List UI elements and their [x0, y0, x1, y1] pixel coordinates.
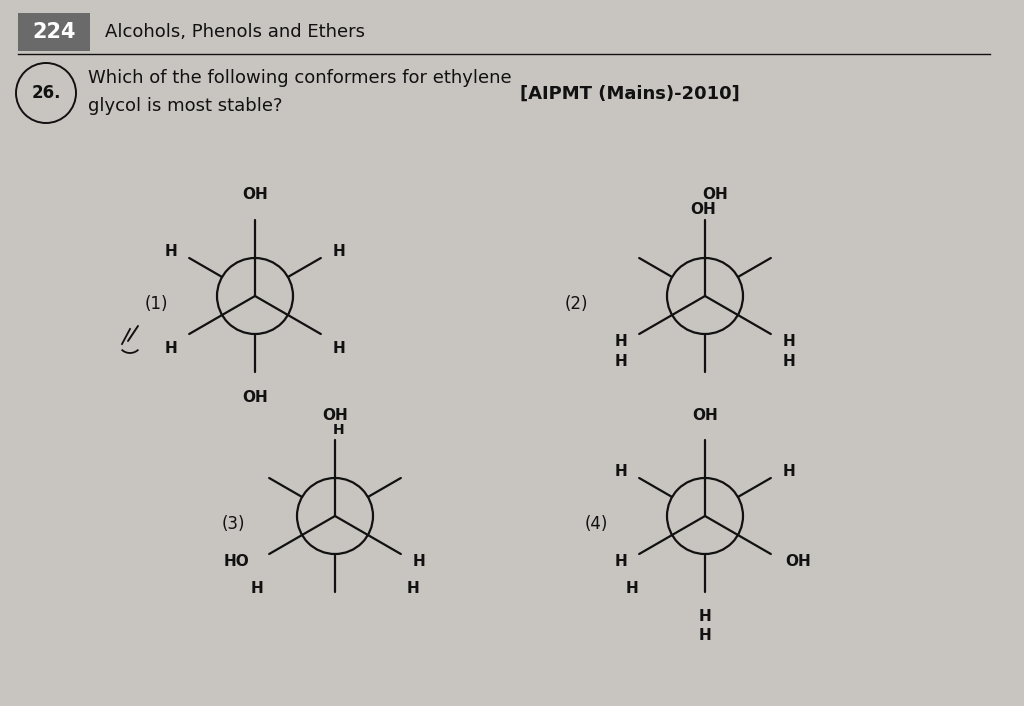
- Text: H: H: [698, 609, 712, 624]
- Text: H: H: [614, 333, 627, 349]
- Text: (2): (2): [565, 295, 589, 313]
- Text: (4): (4): [585, 515, 608, 533]
- Text: H: H: [333, 244, 346, 258]
- FancyBboxPatch shape: [18, 13, 90, 51]
- Text: H: H: [626, 581, 638, 596]
- Text: H: H: [333, 423, 345, 437]
- Text: H: H: [614, 464, 627, 479]
- Text: H: H: [614, 354, 627, 369]
- Text: H: H: [614, 554, 627, 568]
- Text: OH: OH: [692, 408, 718, 423]
- Text: H: H: [413, 554, 426, 568]
- Text: H: H: [698, 628, 712, 643]
- Text: OH: OH: [690, 202, 716, 217]
- Text: Alcohols, Phenols and Ethers: Alcohols, Phenols and Ethers: [105, 23, 365, 41]
- Text: H: H: [164, 341, 177, 356]
- Text: 224: 224: [32, 22, 76, 42]
- Text: OH: OH: [702, 187, 728, 202]
- Text: H: H: [783, 354, 796, 369]
- Text: (3): (3): [222, 515, 246, 533]
- Text: H: H: [783, 464, 796, 479]
- Text: H: H: [333, 341, 346, 356]
- Text: OH: OH: [242, 390, 268, 405]
- Text: H: H: [164, 244, 177, 258]
- Text: OH: OH: [323, 408, 348, 423]
- Text: Which of the following conformers for ethylene: Which of the following conformers for et…: [88, 69, 512, 87]
- Text: H: H: [407, 581, 419, 596]
- Text: (1): (1): [145, 295, 169, 313]
- Text: HO: HO: [223, 554, 249, 568]
- Text: OH: OH: [242, 187, 268, 202]
- Text: H: H: [783, 333, 796, 349]
- Text: 26.: 26.: [32, 84, 60, 102]
- Text: [AIPMT (Mains)-2010]: [AIPMT (Mains)-2010]: [520, 85, 739, 103]
- Text: glycol is most stable?: glycol is most stable?: [88, 97, 283, 115]
- Text: H: H: [251, 581, 263, 596]
- Text: OH: OH: [785, 554, 811, 568]
